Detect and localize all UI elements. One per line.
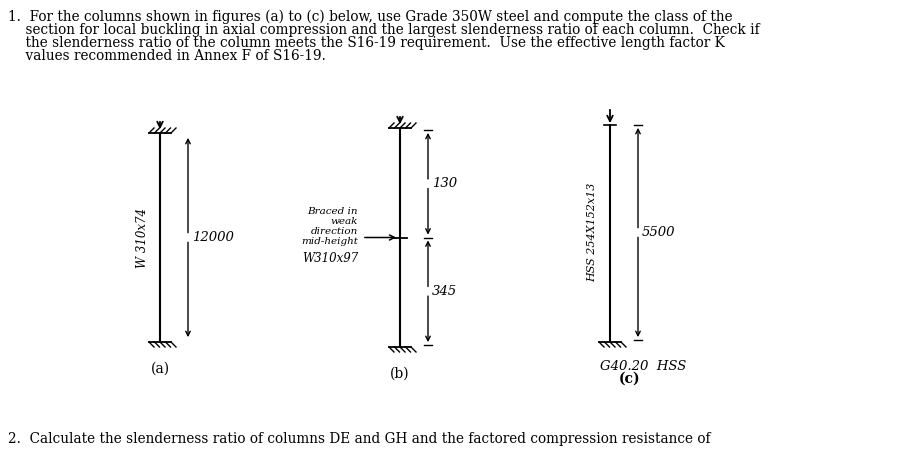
Text: values recommended in Annex F of S16-19.: values recommended in Annex F of S16-19. xyxy=(8,49,326,63)
Text: section for local buckling in axial compression and the largest slenderness rati: section for local buckling in axial comp… xyxy=(8,23,760,37)
Text: W310x97: W310x97 xyxy=(302,252,358,264)
Text: W 310x74: W 310x74 xyxy=(135,207,149,268)
Text: 2.  Calculate the slenderness ratio of columns DE and GH and the factored compre: 2. Calculate the slenderness ratio of co… xyxy=(8,432,710,446)
Text: G40.20  HSS: G40.20 HSS xyxy=(600,360,687,373)
Text: (c): (c) xyxy=(619,372,641,386)
Text: HSS 254X152x13: HSS 254X152x13 xyxy=(587,183,597,282)
Text: 345: 345 xyxy=(432,285,457,298)
Text: 12000: 12000 xyxy=(192,231,234,244)
Text: 1.  For the columns shown in figures (a) to (c) below, use Grade 350W steel and : 1. For the columns shown in figures (a) … xyxy=(8,10,732,25)
Text: 130: 130 xyxy=(432,177,457,190)
Text: mid-height: mid-height xyxy=(301,238,358,247)
Text: (b): (b) xyxy=(390,367,410,381)
Text: 5500: 5500 xyxy=(642,226,676,239)
Text: the slenderness ratio of the column meets the S16-19 requirement.  Use the effec: the slenderness ratio of the column meet… xyxy=(8,36,725,50)
Text: Braced in: Braced in xyxy=(308,207,358,217)
Text: weak: weak xyxy=(331,217,358,227)
Text: direction: direction xyxy=(310,228,358,237)
Text: (a): (a) xyxy=(151,362,170,376)
